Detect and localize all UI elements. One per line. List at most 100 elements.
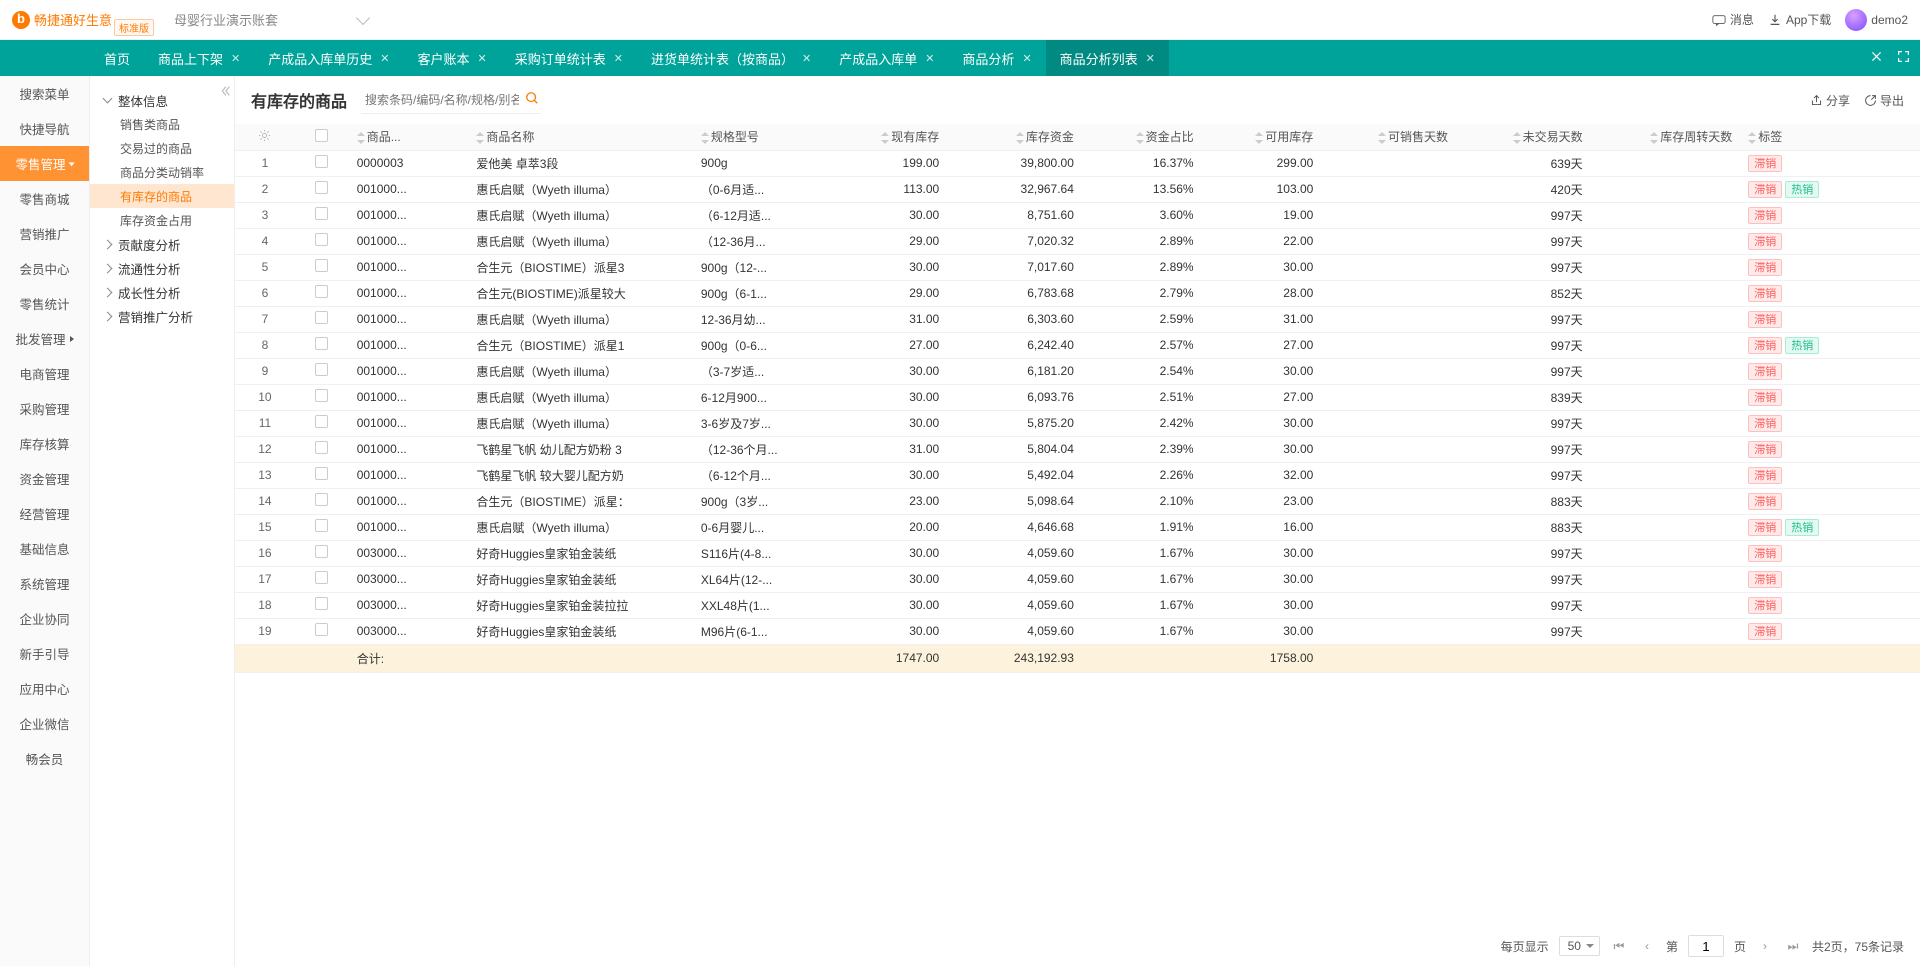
search-icon[interactable] <box>525 91 539 108</box>
tab-6[interactable]: 产成品入库单✕ <box>825 40 948 76</box>
collapse-panel-button[interactable] <box>218 84 234 100</box>
table-row[interactable]: 14001000...合生元（BIOSTIME）派星：900g（3岁...23.… <box>235 488 1920 514</box>
col-header-fund[interactable]: 库存资金 <box>947 124 1082 150</box>
export-button[interactable]: 导出 <box>1864 92 1904 109</box>
table-row[interactable]: 9001000...惠氏启赋（Wyeth illuma）（3-7岁适...30.… <box>235 358 1920 384</box>
left-nav-item-18[interactable]: 企业微信 <box>0 706 89 741</box>
share-button[interactable]: 分享 <box>1810 92 1850 109</box>
nav-group-2[interactable]: 流通性分析 <box>90 256 234 280</box>
tab-2[interactable]: 产成品入库单历史✕ <box>254 40 403 76</box>
tab-0[interactable]: 首页 <box>90 40 144 76</box>
search-input[interactable] <box>361 86 541 114</box>
left-nav-item-0[interactable]: 搜索菜单 <box>0 76 89 111</box>
col-header-stock[interactable]: 现有库存 <box>828 124 948 150</box>
tab-close-icon[interactable]: ✕ <box>1146 52 1155 65</box>
left-nav-item-14[interactable]: 系统管理 <box>0 566 89 601</box>
cell-checkbox[interactable] <box>295 306 349 332</box>
nav-sub-item-0-4[interactable]: 库存资金占用 <box>90 208 234 232</box>
left-nav-item-7[interactable]: 批发管理 <box>0 321 89 356</box>
nav-group-1[interactable]: 贡献度分析 <box>90 232 234 256</box>
left-nav-item-9[interactable]: 采购管理 <box>0 391 89 426</box>
message-button[interactable]: 消息 <box>1712 11 1754 28</box>
cell-checkbox[interactable] <box>295 150 349 176</box>
cell-checkbox[interactable] <box>295 384 349 410</box>
left-nav-item-12[interactable]: 经营管理 <box>0 496 89 531</box>
left-nav-item-16[interactable]: 新手引导 <box>0 636 89 671</box>
cell-checkbox[interactable] <box>295 436 349 462</box>
tab-4[interactable]: 采购订单统计表✕ <box>501 40 637 76</box>
tab-5[interactable]: 进货单统计表（按商品）✕ <box>637 40 825 76</box>
table-row[interactable]: 6001000...合生元(BIOSTIME)派星较大900g（6-1...29… <box>235 280 1920 306</box>
tab-8[interactable]: 商品分析列表✕ <box>1046 40 1169 76</box>
settings-column-header[interactable] <box>235 124 295 150</box>
table-row[interactable]: 16003000...好奇Huggies皇家铂金装纸S116片(4-8...30… <box>235 540 1920 566</box>
user-menu[interactable]: demo2 <box>1845 9 1908 31</box>
first-page-button[interactable]: ⏮ <box>1610 939 1628 954</box>
left-nav-item-15[interactable]: 企业协同 <box>0 601 89 636</box>
per-page-select[interactable]: 50 <box>1559 936 1600 956</box>
cell-checkbox[interactable] <box>295 514 349 540</box>
cell-checkbox[interactable] <box>295 280 349 306</box>
cell-checkbox[interactable] <box>295 592 349 618</box>
col-header-name[interactable]: 商品名称 <box>468 124 692 150</box>
col-header-turn[interactable]: 库存周转天数 <box>1591 124 1741 150</box>
table-row[interactable]: 10000003爱他美 卓萃3段900g199.0039,800.0016.37… <box>235 150 1920 176</box>
table-row[interactable]: 18003000...好奇Huggies皇家铂金装拉拉XXL48片(1...30… <box>235 592 1920 618</box>
cell-checkbox[interactable] <box>295 488 349 514</box>
col-header-pct[interactable]: 资金占比 <box>1082 124 1202 150</box>
cell-checkbox[interactable] <box>295 410 349 436</box>
tab-close-icon[interactable]: ✕ <box>380 52 389 65</box>
table-row[interactable]: 4001000...惠氏启赋（Wyeth illuma）（12-36月...29… <box>235 228 1920 254</box>
col-header-salable[interactable]: 可销售天数 <box>1321 124 1456 150</box>
left-nav-item-13[interactable]: 基础信息 <box>0 531 89 566</box>
table-row[interactable]: 17003000...好奇Huggies皇家铂金装纸XL64片(12-...30… <box>235 566 1920 592</box>
table-row[interactable]: 12001000...飞鹤星飞帆 幼儿配方奶粉 3（12-36个月...31.0… <box>235 436 1920 462</box>
nav-group-4[interactable]: 营销推广分析 <box>90 304 234 328</box>
left-nav-item-2[interactable]: 零售管理 <box>0 146 89 181</box>
cell-checkbox[interactable] <box>295 358 349 384</box>
prev-page-button[interactable]: ‹ <box>1638 939 1656 953</box>
left-nav-item-1[interactable]: 快捷导航 <box>0 111 89 146</box>
table-row[interactable]: 11001000...惠氏启赋（Wyeth illuma）3-6岁及7岁...3… <box>235 410 1920 436</box>
tab-1[interactable]: 商品上下架✕ <box>144 40 254 76</box>
tab-close-icon[interactable]: ✕ <box>1022 52 1031 65</box>
data-table-wrap[interactable]: 商品... 商品名称 规格型号 现有库存 库存资金 资金占比 可用库存 可销售天… <box>235 124 1920 926</box>
cell-checkbox[interactable] <box>295 176 349 202</box>
left-nav-item-17[interactable]: 应用中心 <box>0 671 89 706</box>
tab-3[interactable]: 客户账本✕ <box>403 40 500 76</box>
left-nav-item-11[interactable]: 资金管理 <box>0 461 89 496</box>
nav-sub-item-0-0[interactable]: 销售类商品 <box>90 112 234 136</box>
nav-sub-item-0-1[interactable]: 交易过的商品 <box>90 136 234 160</box>
table-row[interactable]: 8001000...合生元（BIOSTIME）派星1900g（0-6...27.… <box>235 332 1920 358</box>
tab-7[interactable]: 商品分析✕ <box>948 40 1045 76</box>
table-row[interactable]: 3001000...惠氏启赋（Wyeth illuma）（6-12月适...30… <box>235 202 1920 228</box>
cell-checkbox[interactable] <box>295 618 349 644</box>
tab-close-icon[interactable]: ✕ <box>802 52 811 65</box>
app-download-button[interactable]: App下载 <box>1768 11 1831 28</box>
table-row[interactable]: 15001000...惠氏启赋（Wyeth illuma）0-6月婴儿...20… <box>235 514 1920 540</box>
left-nav-item-4[interactable]: 营销推广 <box>0 216 89 251</box>
col-header-notx[interactable]: 未交易天数 <box>1456 124 1591 150</box>
last-page-button[interactable]: ⏭ <box>1784 939 1802 954</box>
left-nav-item-19[interactable]: 畅会员 <box>0 741 89 776</box>
next-page-button[interactable]: › <box>1756 939 1774 953</box>
select-all-header[interactable] <box>295 124 349 150</box>
nav-group-0[interactable]: 整体信息 <box>90 88 234 112</box>
tab-close-icon[interactable]: ✕ <box>925 52 934 65</box>
tab-close-icon[interactable]: ✕ <box>614 52 623 65</box>
left-nav-item-3[interactable]: 零售商城 <box>0 181 89 216</box>
left-nav-item-10[interactable]: 库存核算 <box>0 426 89 461</box>
col-header-tags[interactable]: 标签 <box>1740 124 1920 150</box>
table-row[interactable]: 2001000...惠氏启赋（Wyeth illuma）（0-6月适...113… <box>235 176 1920 202</box>
nav-group-3[interactable]: 成长性分析 <box>90 280 234 304</box>
col-header-spec[interactable]: 规格型号 <box>693 124 828 150</box>
table-row[interactable]: 5001000...合生元（BIOSTIME）派星3900g（12-...30.… <box>235 254 1920 280</box>
table-row[interactable]: 13001000...飞鹤星飞帆 较大婴儿配方奶（6-12个月...30.005… <box>235 462 1920 488</box>
close-all-tabs-button[interactable] <box>1870 50 1883 66</box>
left-nav-item-6[interactable]: 零售统计 <box>0 286 89 321</box>
page-input[interactable] <box>1688 935 1724 957</box>
cell-checkbox[interactable] <box>295 254 349 280</box>
tab-close-icon[interactable]: ✕ <box>231 52 240 65</box>
table-row[interactable]: 19003000...好奇Huggies皇家铂金装纸M96片(6-1...30.… <box>235 618 1920 644</box>
left-nav-item-5[interactable]: 会员中心 <box>0 251 89 286</box>
